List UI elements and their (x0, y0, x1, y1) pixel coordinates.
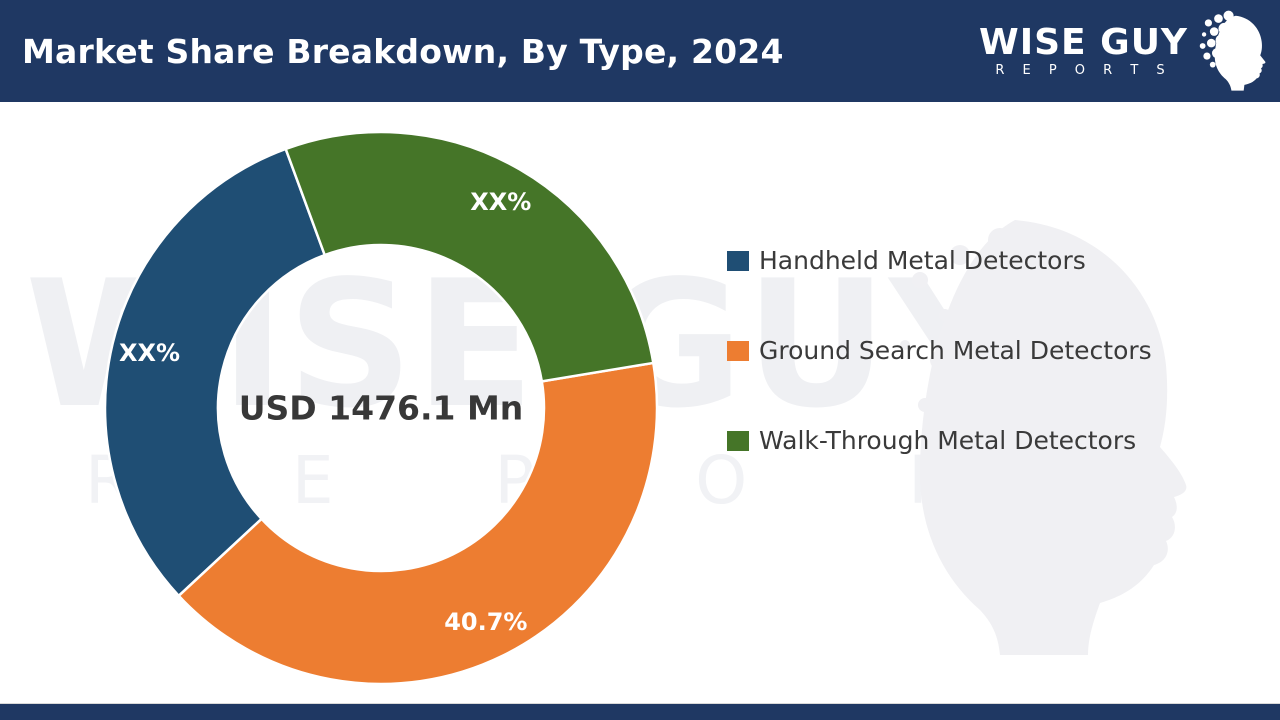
footer-bar (0, 703, 1280, 720)
brand-logo: WISE GUY R E P O R T S (979, 9, 1280, 93)
legend-label: Walk-Through Metal Detectors (759, 426, 1137, 456)
donut-segment-2 (284, 130, 655, 383)
donut-segment-0 (103, 147, 326, 598)
logo-face-icon (1199, 10, 1266, 91)
legend: Handheld Metal Detectors Ground Search M… (727, 246, 1152, 516)
slice-label-ground-search: 40.7% (444, 607, 528, 636)
logo-wordmark-text: WISE GUY (978, 22, 1188, 63)
donut-segment-1 (177, 361, 659, 686)
donut-center-value: USD 1476.1 Mn (238, 388, 524, 428)
legend-item-ground-search: Ground Search Metal Detectors (727, 336, 1152, 366)
header: Market Share Breakdown, By Type, 2024 WI… (0, 0, 1280, 102)
legend-item-handheld: Handheld Metal Detectors (727, 246, 1152, 276)
page-title: Market Share Breakdown, By Type, 2024 (22, 31, 784, 71)
logo-reports-text: R E P O R T S (995, 63, 1172, 78)
legend-label: Handheld Metal Detectors (759, 246, 1086, 276)
legend-swatch-green (727, 431, 749, 451)
legend-swatch-orange (727, 341, 749, 361)
legend-item-walk-through: Walk-Through Metal Detectors (727, 426, 1152, 456)
legend-swatch-blue (727, 251, 749, 271)
logo-wordmark: WISE GUY R E P O R T S (978, 22, 1188, 78)
legend-label: Ground Search Metal Detectors (759, 336, 1152, 366)
slice-label-handheld: XX% (119, 338, 181, 367)
slice-label-walk-through: XX% (470, 188, 532, 217)
watermark-face-icon (900, 220, 1187, 655)
